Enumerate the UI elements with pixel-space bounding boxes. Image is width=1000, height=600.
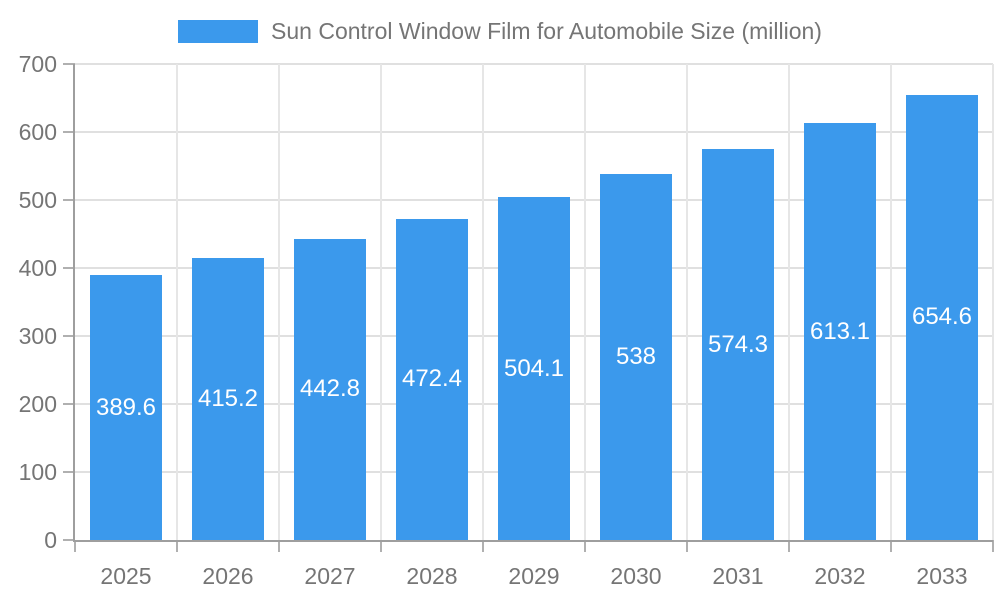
x-axis-label: 2027 (304, 563, 356, 589)
x-axis-tick (890, 540, 892, 552)
bar-value-label: 415.2 (197, 384, 259, 412)
y-gridline (75, 131, 993, 133)
y-axis-label: 400 (18, 255, 57, 281)
x-axis-line (73, 540, 993, 542)
x-axis-tick (686, 540, 688, 552)
chart-legend[interactable]: Sun Control Window Film for Automobile S… (0, 17, 1000, 44)
bar-value-label: 472.4 (401, 365, 463, 393)
y-gridline (75, 63, 993, 65)
bar-value-label: 442.8 (299, 375, 361, 403)
x-gridline (584, 64, 586, 540)
x-axis-label: 2033 (916, 563, 968, 589)
bar[interactable] (906, 94, 978, 540)
legend-label: Sun Control Window Film for Automobile S… (271, 17, 822, 44)
x-gridline (278, 64, 280, 540)
y-axis-label: 0 (44, 527, 57, 553)
bar-value-label: 504.1 (503, 354, 565, 382)
bar-value-label: 538 (615, 343, 657, 371)
y-axis-tick (63, 199, 75, 201)
bar[interactable] (396, 218, 468, 540)
x-axis-label: 2028 (406, 563, 458, 589)
x-axis-tick (992, 540, 994, 552)
bar[interactable] (294, 238, 366, 540)
x-gridline (482, 64, 484, 540)
x-axis-tick (278, 540, 280, 552)
x-axis-label: 2025 (100, 563, 152, 589)
y-axis-tick (63, 539, 75, 541)
x-axis-tick (74, 540, 76, 552)
y-axis-tick (63, 63, 75, 65)
x-axis-tick (176, 540, 178, 552)
x-gridline (176, 64, 178, 540)
y-axis-label: 100 (18, 459, 57, 485)
bar[interactable] (702, 149, 774, 540)
bar-value-label: 613.1 (809, 317, 871, 345)
x-gridline (788, 64, 790, 540)
bar-value-label: 389.6 (95, 393, 157, 421)
y-axis-label: 300 (18, 323, 57, 349)
x-axis-label: 2029 (508, 563, 560, 589)
bar[interactable] (90, 275, 162, 540)
x-axis-label: 2031 (712, 563, 764, 589)
x-gridline (992, 64, 994, 540)
y-axis-line (73, 64, 75, 540)
y-axis-tick (63, 335, 75, 337)
y-axis-tick (63, 403, 75, 405)
x-axis-tick (482, 540, 484, 552)
x-gridline (890, 64, 892, 540)
legend-swatch (178, 19, 259, 43)
x-axis-tick (584, 540, 586, 552)
x-axis-tick (380, 540, 382, 552)
bar-value-label: 574.3 (707, 330, 769, 358)
x-axis-tick (788, 540, 790, 552)
bar-value-label: 654.6 (911, 303, 973, 331)
y-axis-label: 200 (18, 391, 57, 417)
x-gridline (380, 64, 382, 540)
y-axis-tick (63, 267, 75, 269)
y-axis-tick (63, 471, 75, 473)
bar[interactable] (192, 257, 264, 540)
y-axis-label: 600 (18, 119, 57, 145)
x-gridline (686, 64, 688, 540)
x-axis-label: 2032 (814, 563, 866, 589)
y-axis-tick (63, 131, 75, 133)
bar[interactable] (498, 197, 570, 540)
x-axis-label: 2026 (202, 563, 254, 589)
bar[interactable] (804, 123, 876, 540)
y-axis-label: 500 (18, 187, 57, 213)
x-axis-label: 2030 (610, 563, 662, 589)
y-axis-label: 700 (18, 51, 57, 77)
bar[interactable] (600, 174, 672, 540)
